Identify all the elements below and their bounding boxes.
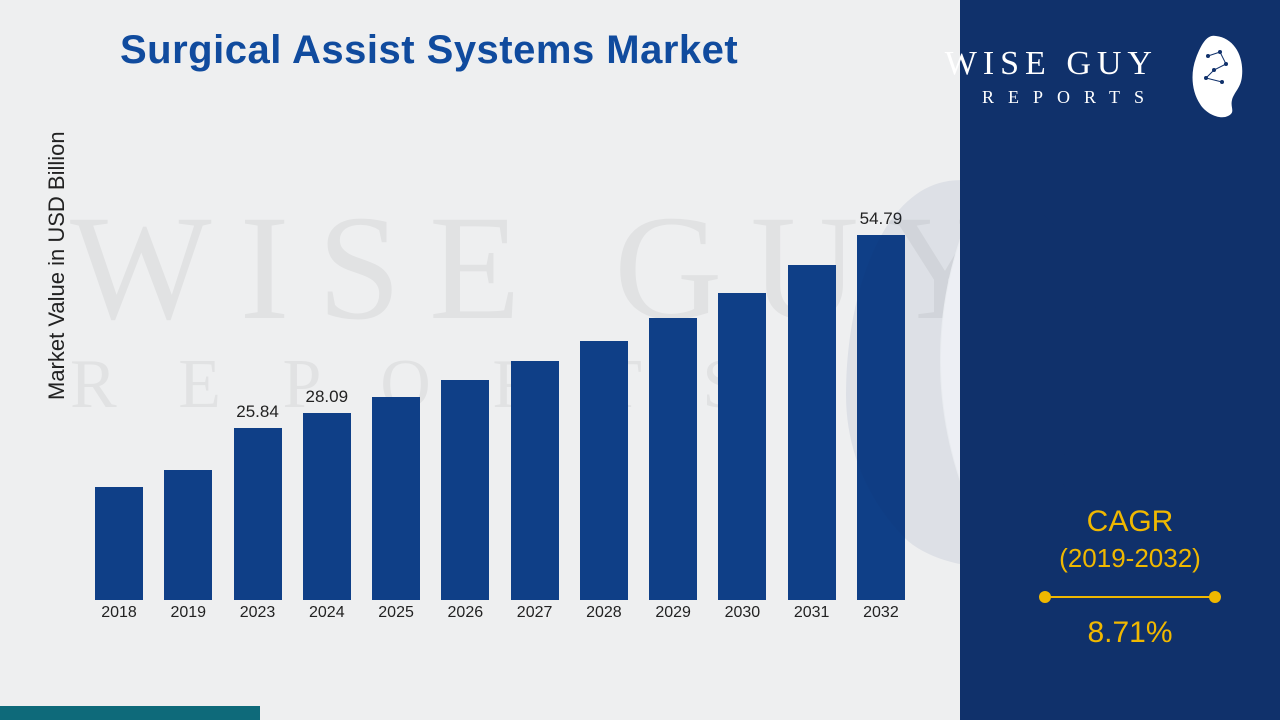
x-tick-label: 2028 [575,604,633,622]
infographic-canvas: WISE GUY R E P O R T S Surgical Assist S… [0,0,1280,720]
bar-slot: 28.09 [298,413,356,600]
brand-block: WISE GUY REPORTS [945,34,1250,118]
bar-slot [575,341,633,600]
x-tick-label: 2029 [644,604,702,622]
x-tick-label: 2018 [90,604,148,622]
bar [511,361,559,600]
bar-slot [436,380,494,600]
bar [580,341,628,600]
bar-slot [644,318,702,600]
cagr-value: 8.71% [1020,616,1240,650]
brand-line2: REPORTS [945,87,1158,108]
bottom-accent-bar [0,706,260,720]
chart-title: Surgical Assist Systems Market [120,28,738,73]
x-tick-label: 2030 [713,604,771,622]
bar [164,470,212,600]
x-tick-label: 2025 [367,604,425,622]
bar [441,380,489,600]
bar-slot [367,397,425,600]
x-tick-label: 2023 [229,604,287,622]
brand-text: WISE GUY REPORTS [945,45,1158,108]
cagr-range: (2019-2032) [1020,543,1240,574]
bar [372,397,420,600]
bar [649,318,697,600]
bar-slot [506,361,564,600]
x-axis: 2018 2019 2023 2024 2025 2026 2027 2028 2029 2030… [90,604,910,622]
x-tick-label: 2031 [783,604,841,622]
bar-slot: 25.84 [229,428,287,600]
x-tick-label: 2019 [159,604,217,622]
bar-value-label: 28.09 [306,387,349,407]
cagr-divider [1045,596,1215,598]
x-tick-label: 2032 [852,604,910,622]
bar [95,487,143,600]
cagr-title: CAGR [1020,505,1240,539]
brand-line1: WISE GUY [945,45,1158,83]
bar-value-label: 25.84 [236,402,279,422]
brand-logo-icon [1176,34,1250,118]
cagr-block: CAGR (2019-2032) 8.71% [1020,505,1240,650]
x-tick-label: 2024 [298,604,356,622]
x-tick-label: 2026 [436,604,494,622]
bar-slot [159,470,217,600]
bar [234,428,282,600]
bar-slot [90,487,148,600]
y-axis-label: Market Value in USD Billion [44,131,70,400]
x-tick-label: 2027 [506,604,564,622]
bar [303,413,351,600]
